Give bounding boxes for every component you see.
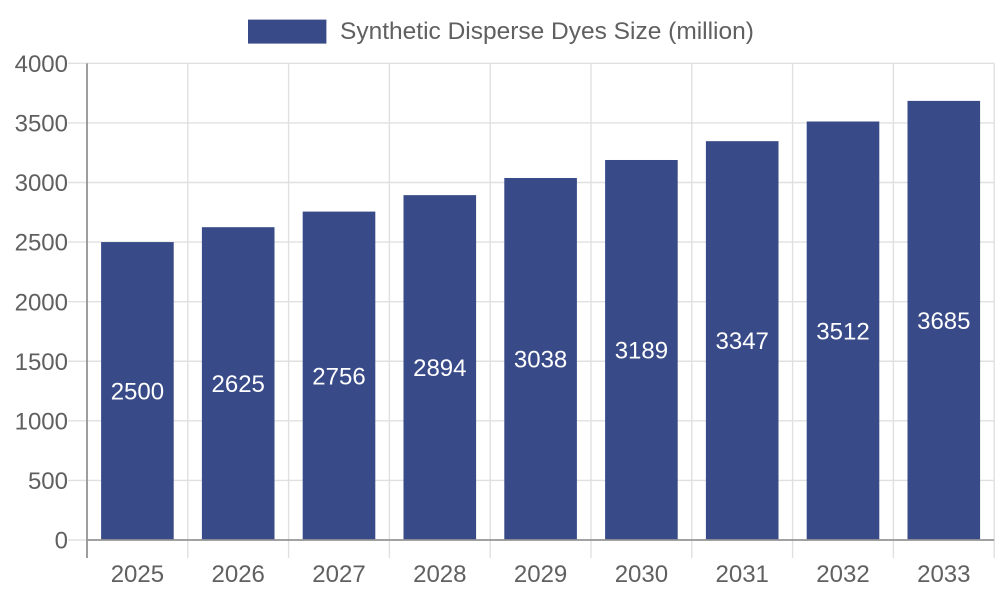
svg-text:2500: 2500	[111, 379, 164, 406]
svg-text:3038: 3038	[514, 347, 567, 374]
svg-text:0: 0	[55, 528, 68, 555]
svg-text:2756: 2756	[312, 363, 365, 390]
svg-text:3500: 3500	[15, 111, 68, 138]
svg-text:3347: 3347	[716, 328, 769, 355]
svg-text:500: 500	[28, 468, 68, 495]
svg-text:2025: 2025	[111, 561, 164, 588]
svg-text:2625: 2625	[212, 371, 265, 398]
svg-text:1500: 1500	[15, 349, 68, 376]
svg-text:1000: 1000	[15, 408, 68, 435]
svg-text:2031: 2031	[716, 561, 769, 588]
svg-text:3000: 3000	[15, 170, 68, 197]
svg-text:4000: 4000	[15, 51, 68, 78]
svg-text:3189: 3189	[615, 338, 668, 365]
svg-text:2000: 2000	[15, 289, 68, 316]
svg-text:2033: 2033	[917, 561, 970, 588]
svg-text:2028: 2028	[413, 561, 466, 588]
svg-text:2029: 2029	[514, 561, 567, 588]
svg-text:2032: 2032	[816, 561, 869, 588]
svg-text:2500: 2500	[15, 230, 68, 257]
svg-text:2026: 2026	[212, 561, 265, 588]
svg-text:3512: 3512	[816, 318, 869, 345]
svg-text:3685: 3685	[917, 308, 970, 335]
svg-text:2027: 2027	[312, 561, 365, 588]
svg-text:Synthetic Disperse Dyes Size (: Synthetic Disperse Dyes Size (million)	[340, 18, 754, 45]
svg-text:2894: 2894	[413, 355, 466, 382]
svg-text:2030: 2030	[615, 561, 668, 588]
